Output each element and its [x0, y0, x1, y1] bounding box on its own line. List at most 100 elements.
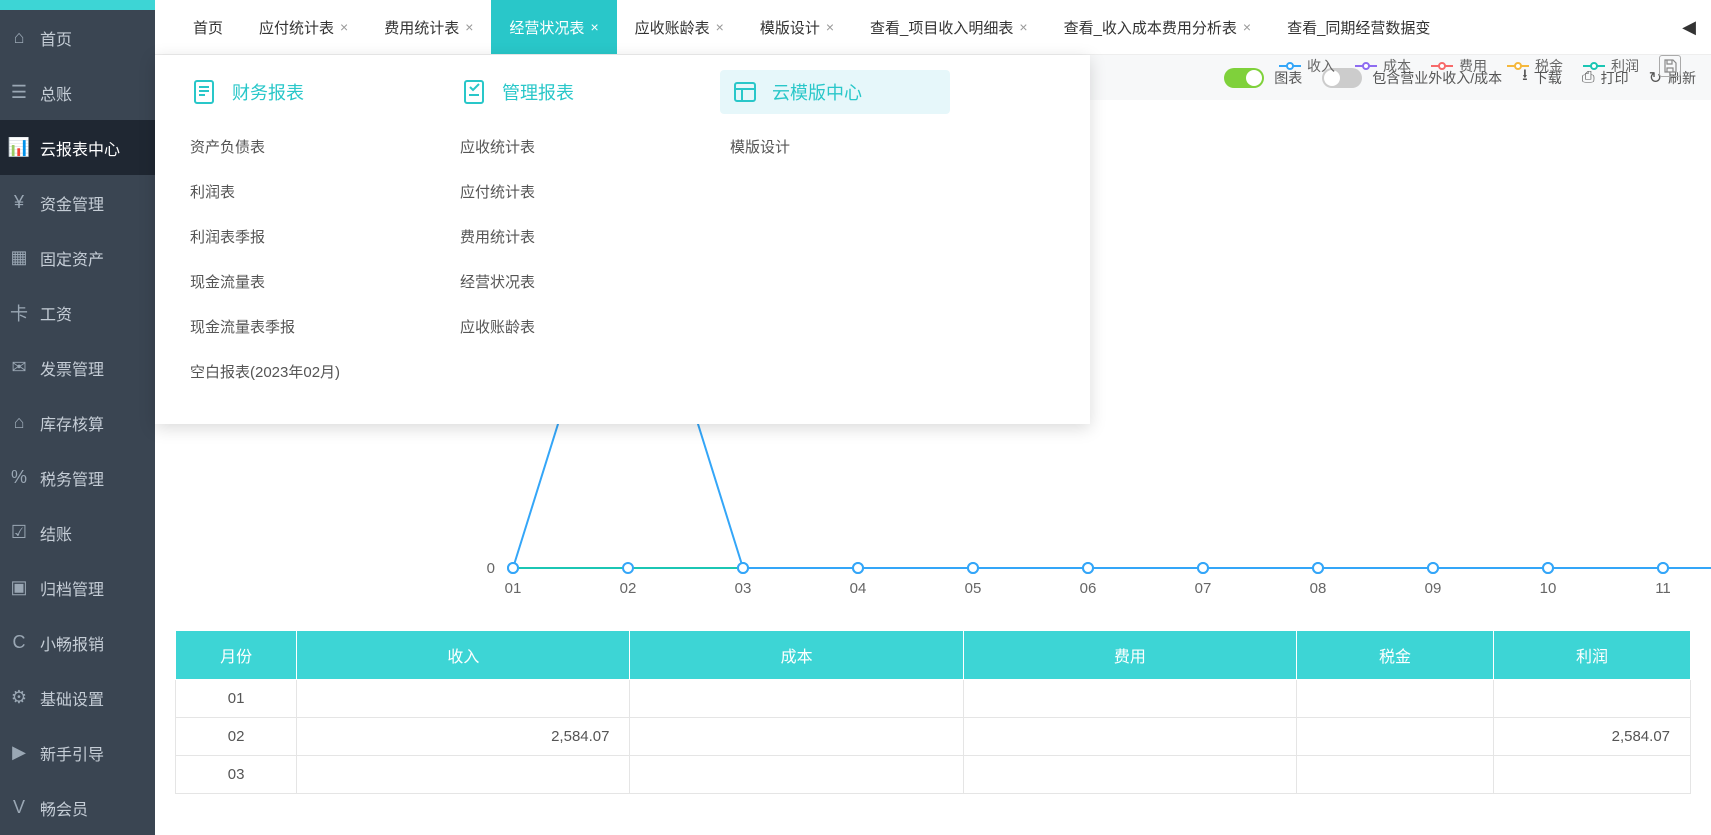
- svg-text:10: 10: [1540, 580, 1557, 597]
- svg-text:04: 04: [850, 580, 867, 597]
- mega-head-templates-label: 云模版中心: [772, 79, 862, 105]
- svg-text:08: 08: [1310, 580, 1327, 597]
- asset-icon: ▦: [8, 247, 30, 269]
- sidebar-item-7[interactable]: ⌂ 库存核算: [0, 395, 155, 450]
- guide-icon: ▶: [8, 742, 30, 764]
- svg-text:02: 02: [620, 580, 637, 597]
- stock-icon: ⌂: [8, 412, 30, 434]
- mega-col-management: 管理报表 应收统计表应付统计表费用统计表经营状况表应收账龄表: [450, 70, 680, 394]
- table-cell-profit: [1494, 680, 1691, 718]
- table-cell-income: [297, 756, 630, 794]
- table-cell-profit: 2,584.07: [1494, 718, 1691, 756]
- sidebar-item-label: 云报表中心: [40, 136, 120, 160]
- table-cell-profit: [1494, 756, 1691, 794]
- table-cell-month: 03: [176, 756, 297, 794]
- sidebar-item-label: 固定资产: [40, 246, 104, 270]
- svg-text:06: 06: [1080, 580, 1097, 597]
- mega-item-col2-1[interactable]: 应付统计表: [450, 169, 680, 214]
- financial-report-icon: [190, 77, 220, 107]
- sidebar-item-1[interactable]: ☰总账: [0, 65, 155, 120]
- data-table: 月份收入成本费用税金利润 01022,584.072,584.0703: [175, 630, 1691, 794]
- table-cell-income: 2,584.07: [297, 718, 630, 756]
- table-header-1: 收入: [297, 631, 630, 680]
- sidebar-item-0[interactable]: ⌂ 首页: [0, 10, 155, 65]
- sidebar-item-label: 税务管理: [40, 466, 104, 490]
- svg-text:03: 03: [735, 580, 752, 597]
- sidebar-item-6[interactable]: ✉发票管理: [0, 340, 155, 395]
- table-header-3: 费用: [963, 631, 1296, 680]
- sidebar-item-label: 归档管理: [40, 576, 104, 600]
- mega-item-col1-1[interactable]: 利润表: [180, 169, 410, 214]
- mega-item-col1-0[interactable]: 资产负债表: [180, 124, 410, 169]
- mega-item-col1-4[interactable]: 现金流量表季报: [180, 304, 410, 349]
- table-cell-expense: [963, 680, 1296, 718]
- main-area: 首页应付统计表×费用统计表×经营状况表×应收账龄表×模版设计×查看_项目收入明细…: [155, 0, 1711, 835]
- svg-text:07: 07: [1195, 580, 1212, 597]
- invoice-icon: ✉: [8, 357, 30, 379]
- sidebar-item-9[interactable]: ☑ 结账: [0, 505, 155, 560]
- sidebar-item-13[interactable]: ▶新手引导: [0, 725, 155, 780]
- table-cell-tax: [1297, 680, 1494, 718]
- mega-head-management-label: 管理报表: [502, 79, 574, 105]
- table-header-2: 成本: [630, 631, 963, 680]
- table-cell-month: 01: [176, 680, 297, 718]
- archive-icon: ▣: [8, 577, 30, 599]
- table-row: 01: [176, 680, 1691, 718]
- mega-item-col2-2[interactable]: 费用统计表: [450, 214, 680, 259]
- table-cell-income: [297, 680, 630, 718]
- table-cell-cost: [630, 718, 963, 756]
- chart-icon: 📊: [8, 137, 30, 159]
- mega-head-financial[interactable]: 财务报表: [180, 70, 410, 114]
- sidebar-item-12[interactable]: ⚙ 基础设置: [0, 670, 155, 725]
- table-cell-cost: [630, 756, 963, 794]
- settings-icon: ⚙: [8, 687, 30, 709]
- mega-item-col2-3[interactable]: 经营状况表: [450, 259, 680, 304]
- template-center-icon: [730, 77, 760, 107]
- sidebar: ⌂首页☰总账📊云报表中心¥资金管理▦固定资产卡工资✉发票管理⌂库存核算%税务管理…: [0, 0, 155, 835]
- sidebar-item-label: 基础设置: [40, 686, 104, 710]
- table-row: 022,584.072,584.07: [176, 718, 1691, 756]
- table-cell-tax: [1297, 756, 1494, 794]
- vip-icon: V: [8, 797, 30, 819]
- mega-head-templates[interactable]: 云模版中心: [720, 70, 950, 114]
- table-cell-expense: [963, 718, 1296, 756]
- mega-item-col1-5[interactable]: 空白报表(2023年02月): [180, 349, 410, 394]
- sidebar-item-label: 工资: [40, 301, 72, 325]
- svg-text:11: 11: [1655, 580, 1671, 597]
- mega-item-col2-4[interactable]: 应收账龄表: [450, 304, 680, 349]
- mega-item-col3-0[interactable]: 模版设计: [720, 124, 950, 169]
- mega-col-financial: 财务报表 资产负债表利润表利润表季报现金流量表现金流量表季报空白报表(2023年…: [180, 70, 410, 394]
- close-book-icon: ☑: [8, 522, 30, 544]
- table-header-0: 月份: [176, 631, 297, 680]
- mega-col-templates: 云模版中心 模版设计: [720, 70, 950, 394]
- sidebar-item-4[interactable]: ▦ 固定资产: [0, 230, 155, 285]
- sidebar-item-label: 库存核算: [40, 411, 104, 435]
- sidebar-item-11[interactable]: C小畅报销: [0, 615, 155, 670]
- table-cell-expense: [963, 756, 1296, 794]
- sidebar-item-label: 资金管理: [40, 191, 104, 215]
- ledger-icon: ☰: [8, 82, 30, 104]
- sidebar-item-2[interactable]: 📊 云报表中心: [0, 120, 155, 175]
- mega-head-management[interactable]: 管理报表: [450, 70, 680, 114]
- sidebar-item-label: 首页: [40, 26, 72, 50]
- table-header-5: 利润: [1494, 631, 1691, 680]
- sidebar-item-10[interactable]: ▣ 归档管理: [0, 560, 155, 615]
- mega-item-col1-2[interactable]: 利润表季报: [180, 214, 410, 259]
- sidebar-top-accent: [0, 0, 155, 10]
- home-icon: ⌂: [8, 27, 30, 49]
- mega-head-financial-label: 财务报表: [232, 79, 304, 105]
- mega-item-col2-0[interactable]: 应收统计表: [450, 124, 680, 169]
- sidebar-item-label: 结账: [40, 521, 72, 545]
- mega-item-col1-3[interactable]: 现金流量表: [180, 259, 410, 304]
- sidebar-item-14[interactable]: V 畅会员: [0, 780, 155, 835]
- salary-icon: 卡: [8, 302, 30, 324]
- sidebar-item-label: 小畅报销: [40, 631, 104, 655]
- tax-icon: %: [8, 467, 30, 489]
- sidebar-item-8[interactable]: % 税务管理: [0, 450, 155, 505]
- svg-text:05: 05: [965, 580, 982, 597]
- management-report-icon: [460, 77, 490, 107]
- sidebar-item-label: 畅会员: [40, 796, 88, 820]
- table-cell-tax: [1297, 718, 1494, 756]
- sidebar-item-3[interactable]: ¥资金管理: [0, 175, 155, 230]
- sidebar-item-5[interactable]: 卡工资: [0, 285, 155, 340]
